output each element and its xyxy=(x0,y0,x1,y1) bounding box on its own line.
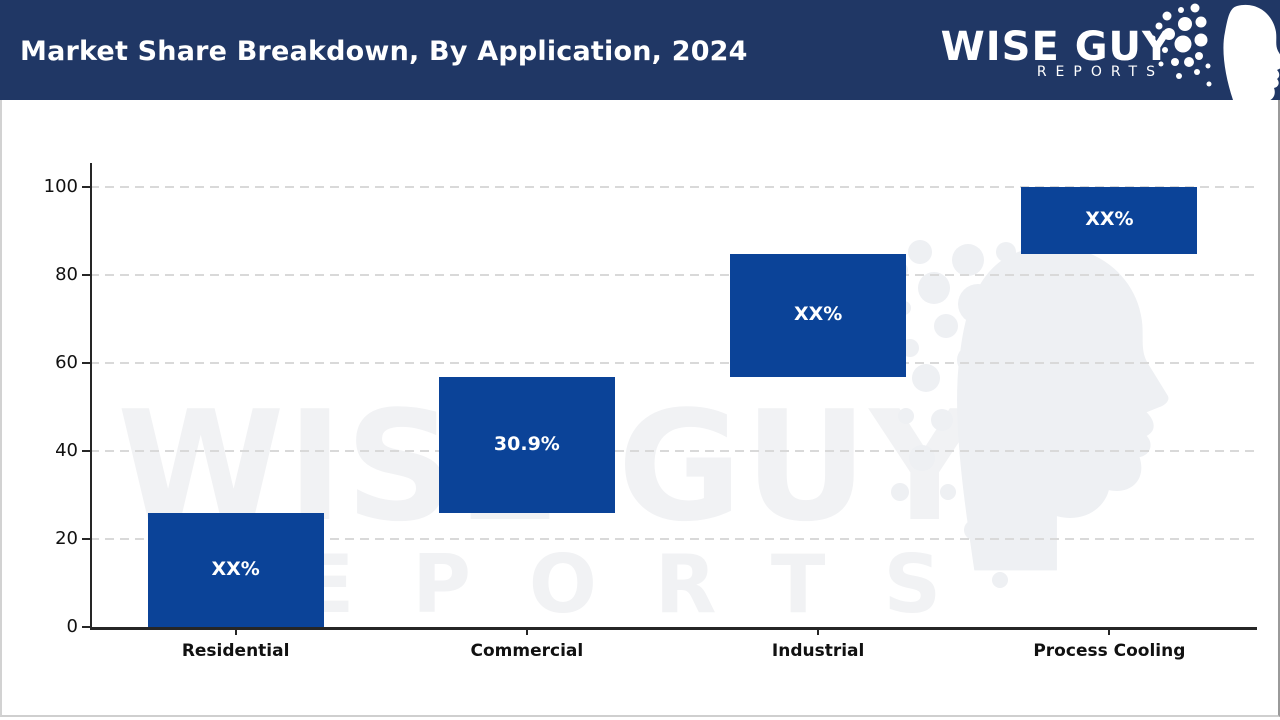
x-axis-spine xyxy=(90,627,1257,630)
bar-value-label: 30.9% xyxy=(493,433,560,456)
y-tick-80 xyxy=(82,274,90,276)
bar-value-label: XX% xyxy=(1085,208,1134,231)
y-tick-20 xyxy=(82,538,90,540)
wise-guy-reports-logo: WISE GUY REPORTS xyxy=(941,0,1280,100)
bar-industrial: XX% xyxy=(730,253,907,378)
gridline-y-100 xyxy=(90,186,1255,188)
y-tick-0 xyxy=(82,626,90,628)
x-tick-label-0: Residential xyxy=(181,641,290,661)
bar-commercial: 30.9% xyxy=(438,377,615,514)
x-tick-1 xyxy=(525,630,528,635)
gridline-y-80 xyxy=(90,274,1255,276)
header-bar: Market Share Breakdown, By Application, … xyxy=(0,0,1280,100)
chart-title: Market Share Breakdown, By Application, … xyxy=(20,36,748,67)
y-tick-40 xyxy=(82,450,90,452)
gridline-y-40 xyxy=(90,450,1255,452)
x-tick-0 xyxy=(234,630,237,635)
y-axis-spine xyxy=(90,163,92,629)
logo-subtitle: REPORTS xyxy=(1036,64,1164,80)
bar-value-label: XX% xyxy=(793,303,843,326)
x-tick-2 xyxy=(817,630,820,635)
x-tick-label-2: Industrial xyxy=(771,641,865,661)
y-tick-label-0: 0 xyxy=(66,616,78,637)
bar-value-label: XX% xyxy=(211,558,260,580)
y-tick-label-80: 80 xyxy=(55,264,78,285)
gridline-y-60 xyxy=(90,362,1255,364)
gridline-y-20 xyxy=(90,538,1255,540)
face-profile-icon xyxy=(1150,3,1280,100)
bar-residential: XX% xyxy=(147,513,324,627)
y-tick-label-20: 20 xyxy=(55,528,78,549)
x-tick-label-1: Commercial xyxy=(470,641,584,661)
logo-wordmark: WISE GUY xyxy=(940,24,1172,70)
y-tick-label-40: 40 xyxy=(55,440,78,461)
face-profile-watermark xyxy=(891,240,1169,588)
y-tick-label-100: 100 xyxy=(43,176,78,197)
bar-process-cooling: XX% xyxy=(1021,187,1198,254)
y-tick-100 xyxy=(82,186,90,188)
y-tick-60 xyxy=(82,362,90,364)
chart-card: WISE GUY REPORTS 0 20 4 xyxy=(0,100,1280,717)
y-tick-label-60: 60 xyxy=(55,352,78,373)
x-tick-3 xyxy=(1108,630,1111,635)
x-tick-label-3: Process Cooling xyxy=(1033,641,1186,661)
